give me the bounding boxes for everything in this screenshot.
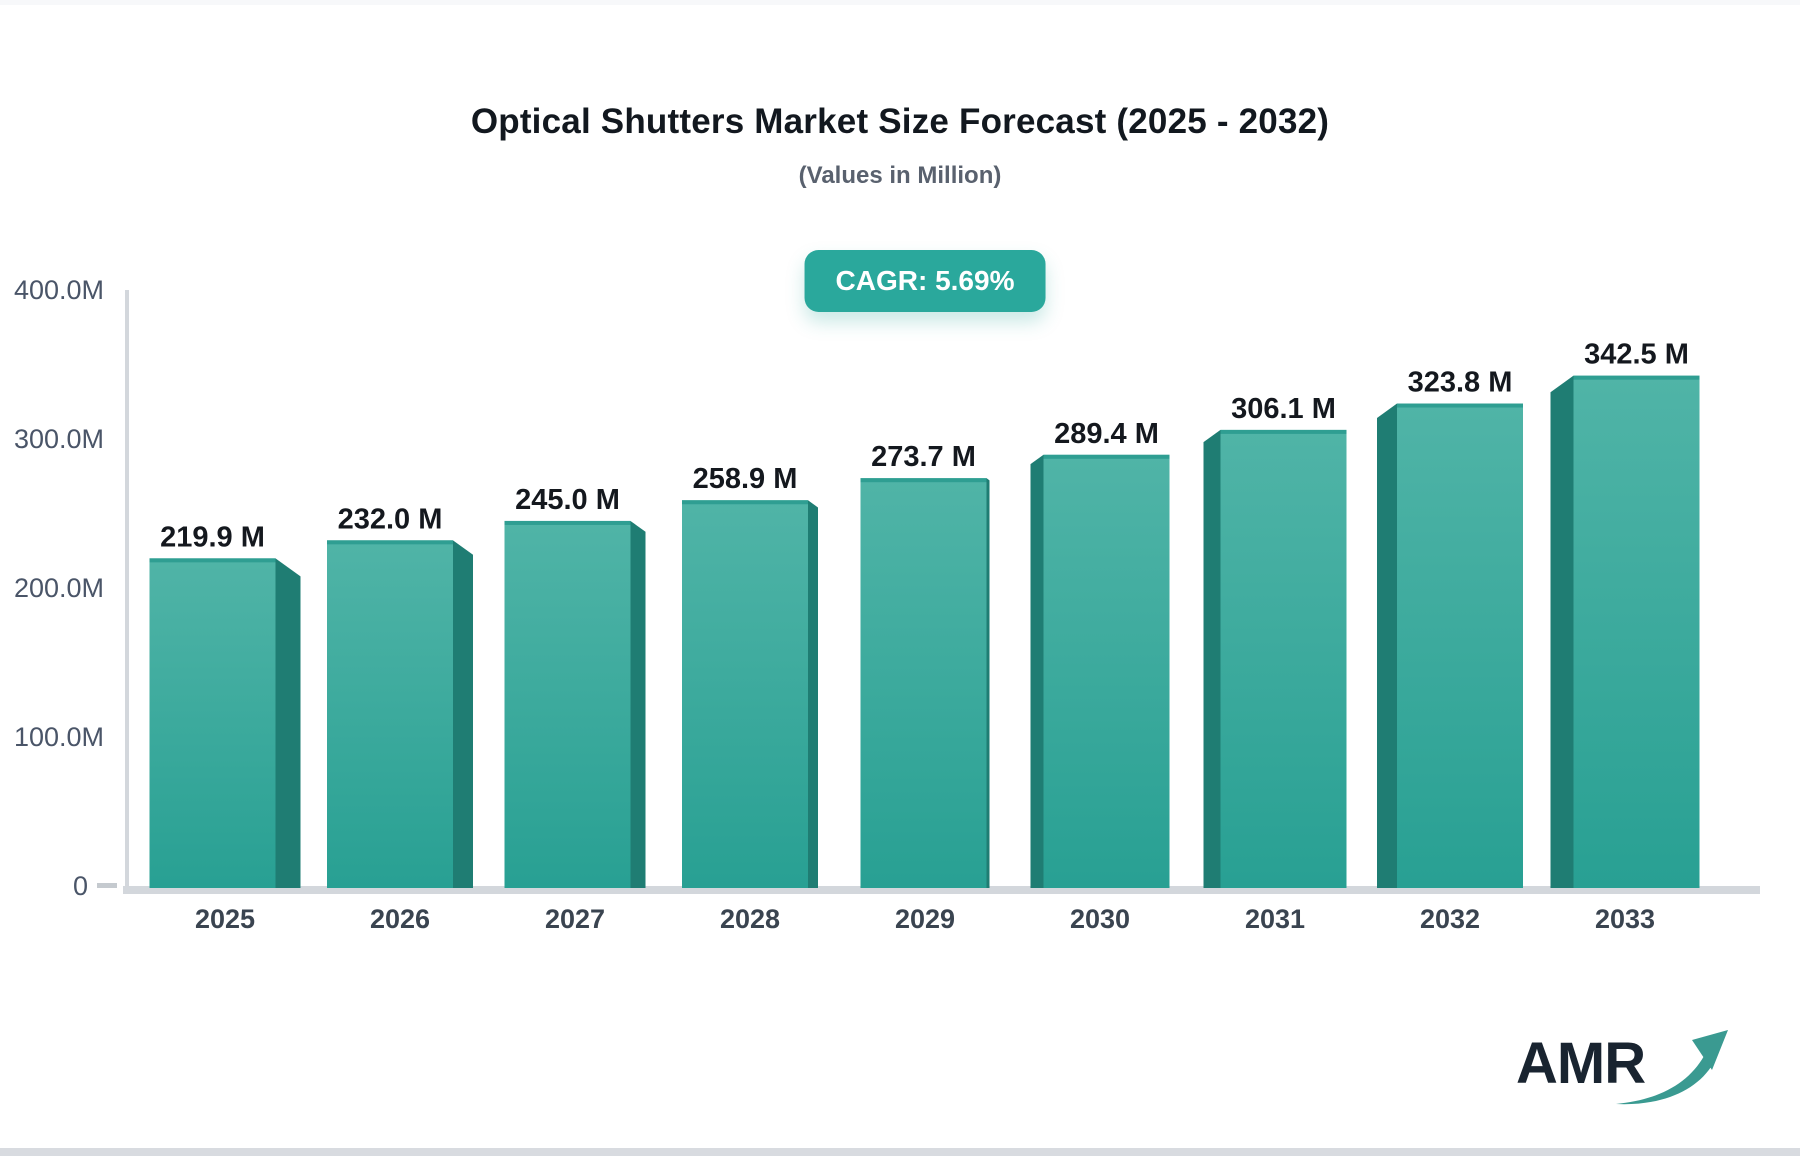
bar-value-label: 306.1 M: [1231, 393, 1336, 425]
bar-value-label: 323.8 M: [1408, 367, 1513, 399]
bar-2028: [682, 500, 808, 888]
bar-2027: [504, 520, 631, 888]
bar-value-label: 289.4 M: [1054, 418, 1159, 450]
bar-top-edge-2028: [682, 500, 808, 505]
bar-top-edge-2030: [1043, 454, 1170, 459]
x-category-label: 2025: [195, 904, 255, 934]
growth-arrow-tail: [1616, 1056, 1711, 1105]
bar-2031: [1220, 429, 1347, 888]
x-category-label: 2031: [1245, 904, 1305, 934]
x-category-label: 2029: [895, 904, 955, 934]
x-category-label: 2032: [1420, 904, 1480, 934]
x-category-label: 2028: [720, 904, 780, 934]
x-category-label: 2027: [545, 904, 605, 934]
bar-side-2033: [1550, 375, 1574, 888]
bar-top-edge-2033: [1573, 375, 1700, 380]
x-axis-line: [123, 886, 1760, 894]
amr-logo-text: AMR: [1516, 1031, 1646, 1096]
bar-2025: [149, 558, 276, 888]
zero-tick-mark: [97, 883, 117, 888]
y-tick-label: 0: [73, 871, 88, 901]
bar-2026: [327, 540, 453, 888]
chart-title: Optical Shutters Market Size Forecast (2…: [470, 102, 1330, 141]
y-tick-label: 300.0M: [14, 424, 104, 454]
y-tick-label: 200.0M: [14, 573, 104, 603]
bar-2033: [1573, 375, 1700, 888]
page-top-border: [0, 0, 1800, 5]
page-bottom-border: [0, 1148, 1800, 1156]
x-category-label: 2033: [1595, 904, 1655, 934]
chart-subtitle: (Values in Million): [798, 162, 1002, 189]
growth-arrow-head: [1692, 1030, 1728, 1070]
bar-value-label: 258.9 M: [693, 463, 798, 495]
bar-top-edge-2025: [149, 558, 276, 563]
bar-side-2029: [986, 478, 990, 888]
x-category-label: 2026: [370, 904, 430, 934]
cagr-badge: CAGR: 5.69%: [804, 250, 1046, 312]
bar-value-label: 245.0 M: [515, 484, 620, 516]
bar-side-2027: [630, 520, 646, 888]
x-category-label: 2030: [1070, 904, 1130, 934]
bar-2030: [1043, 454, 1170, 888]
bar-side-2028: [808, 500, 818, 888]
bar-side-2032: [1377, 403, 1397, 888]
amr-logo: AMR: [1516, 1026, 1730, 1114]
bar-2032: [1397, 403, 1523, 888]
bar-value-label: 273.7 M: [871, 441, 976, 473]
bar-side-2031: [1203, 429, 1221, 888]
bar-value-label: 232.0 M: [338, 503, 443, 535]
bar-side-2030: [1030, 454, 1044, 888]
bar-side-2026: [453, 540, 473, 888]
y-tick-label: 400.0M: [14, 275, 104, 305]
bar-side-2025: [275, 558, 301, 888]
bar-top-edge-2032: [1397, 403, 1523, 408]
bar-top-edge-2026: [327, 540, 453, 545]
bar-2029: [860, 478, 987, 888]
y-tick-label: 100.0M: [14, 722, 104, 752]
bar-top-edge-2027: [504, 520, 631, 525]
bar-top-edge-2031: [1220, 429, 1347, 434]
growth-arrow-icon: [1616, 1030, 1728, 1105]
bar-value-label: 219.9 M: [160, 521, 265, 553]
bar-top-edge-2029: [860, 478, 987, 483]
bar-value-label: 342.5 M: [1584, 339, 1689, 371]
y-axis-line: [125, 290, 129, 890]
